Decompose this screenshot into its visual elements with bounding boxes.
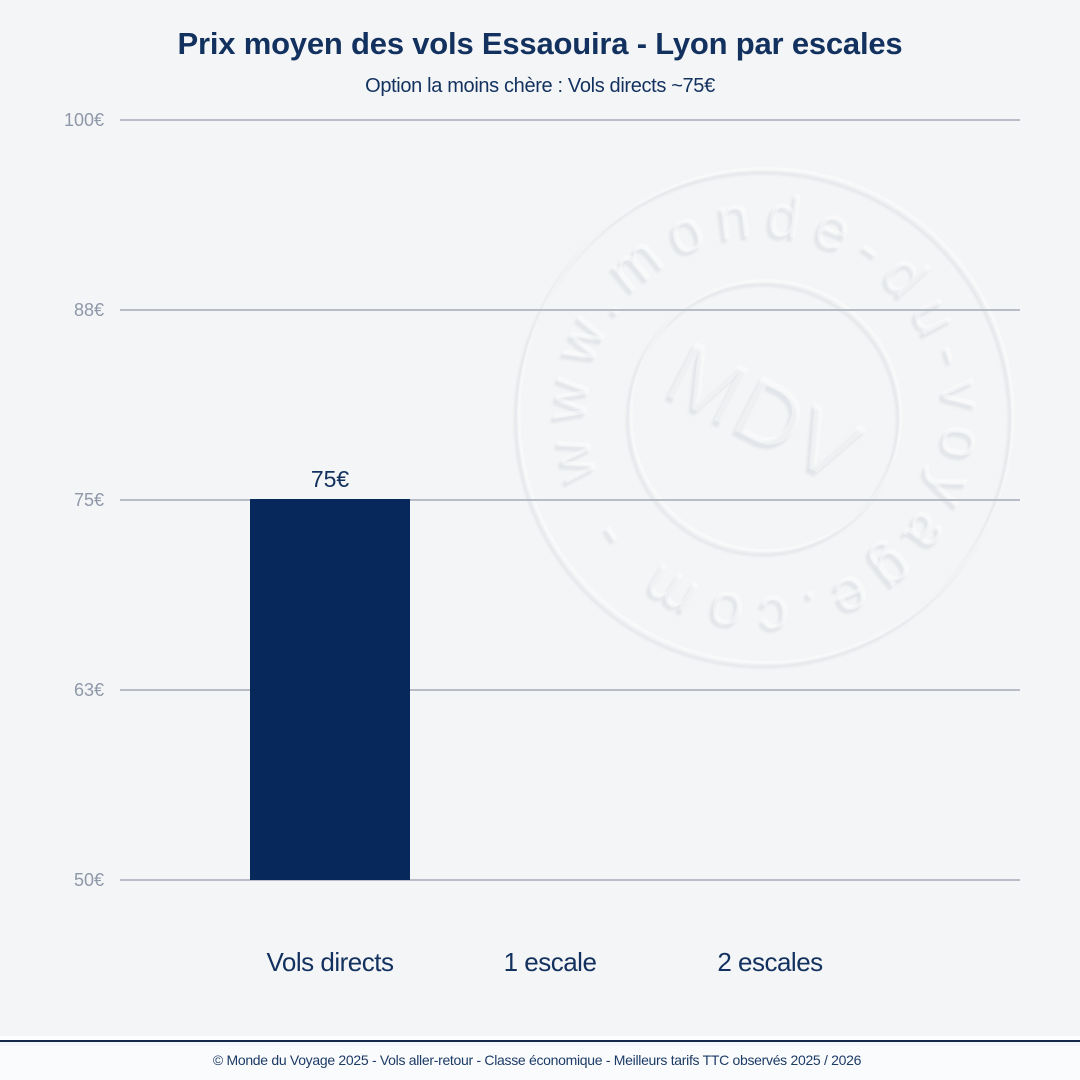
svg-text:MDV: MDV	[653, 321, 877, 501]
